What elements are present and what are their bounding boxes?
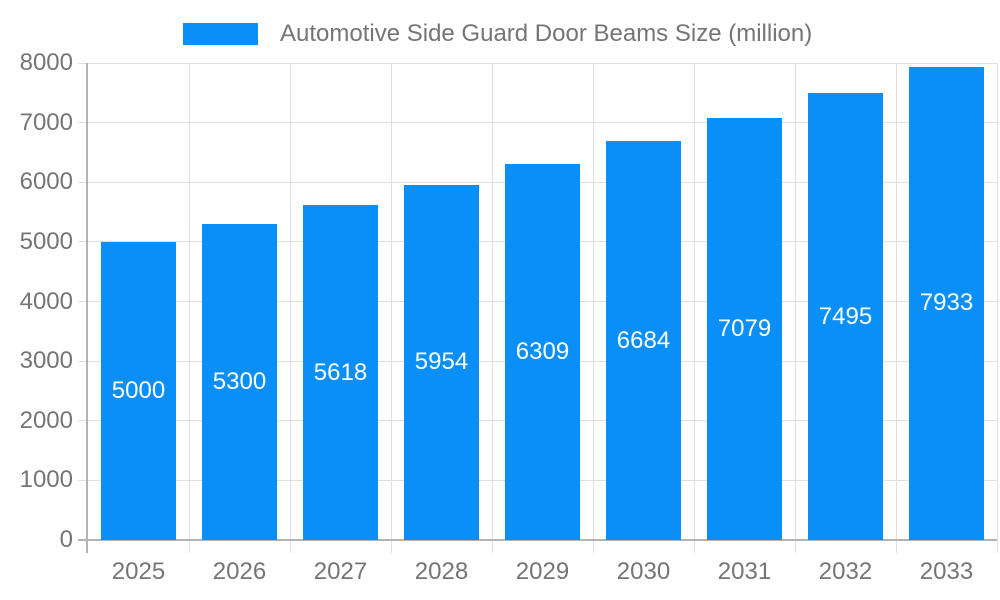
y-axis-tick-label: 8000 [19,49,73,76]
y-axis-tick-label: 0 [59,526,73,553]
gridline-horizontal [78,122,997,124]
x-axis-tick-label: 2029 [515,558,570,585]
bar[interactable]: 5954 [404,184,479,540]
gridline-vertical [390,63,392,553]
legend-item[interactable]: Automotive Side Guard Door Beams Size (m… [183,20,812,48]
bar-value-label: 5618 [313,358,368,386]
y-axis-tick-label: 3000 [19,347,73,375]
bar[interactable]: 5300 [202,223,277,540]
legend-swatch [183,23,258,45]
gridline-vertical [592,63,594,553]
bar-value-label: 7933 [919,289,974,317]
y-axis-line [86,63,88,553]
bar-value-label: 5300 [212,367,267,395]
x-axis-tick-label: 2027 [313,558,368,585]
bar[interactable]: 7079 [707,117,782,540]
y-axis-tick-label: 2000 [19,406,73,434]
gridline-vertical [895,63,897,553]
gridline-vertical [491,63,493,553]
plot-area: 0 1000 2000 3000 4000 5000 6000 7000 8000 5000 530… [20,51,998,584]
x-axis-tick-label: 2031 [717,558,772,585]
x-axis-tick-label: 2028 [414,558,469,585]
gridline-vertical [693,63,695,553]
y-axis-tick-label: 5000 [19,227,73,255]
bar-value-label: 6684 [616,326,671,354]
gridline-vertical [996,63,998,553]
bar[interactable]: 5000 [101,241,176,540]
legend-label: Automotive Side Guard Door Beams Size (m… [280,20,813,47]
y-axis-tick-label: 7000 [19,108,73,136]
y-axis-tick-label: 4000 [19,287,73,315]
bar-value-label: 7079 [717,314,772,342]
bar-value-label: 6309 [515,337,570,365]
y-axis-tick-label: 6000 [19,168,73,196]
x-axis-tick-label: 2025 [111,558,166,585]
x-axis-tick-label: 2033 [919,558,974,585]
y-axis-tick-label: 1000 [19,466,73,494]
gridline-horizontal [78,62,997,64]
bar[interactable]: 6309 [505,163,580,540]
x-axis-tick-label: 2030 [616,558,671,585]
gridline-vertical [289,63,291,553]
x-axis-tick-label: 2032 [818,558,873,585]
x-axis-tick-label: 2026 [212,558,267,585]
bar-value-label: 7495 [818,302,873,330]
bar[interactable]: 7933 [909,66,984,540]
bar[interactable]: 7495 [808,93,883,540]
bar-value-label: 5954 [414,348,469,376]
gridline-vertical [794,63,796,553]
x-axis-line [78,539,997,541]
gridline-vertical [188,63,190,553]
bar-value-label: 5000 [111,376,166,404]
bar[interactable]: 6684 [606,141,681,540]
bar[interactable]: 5618 [303,205,378,540]
